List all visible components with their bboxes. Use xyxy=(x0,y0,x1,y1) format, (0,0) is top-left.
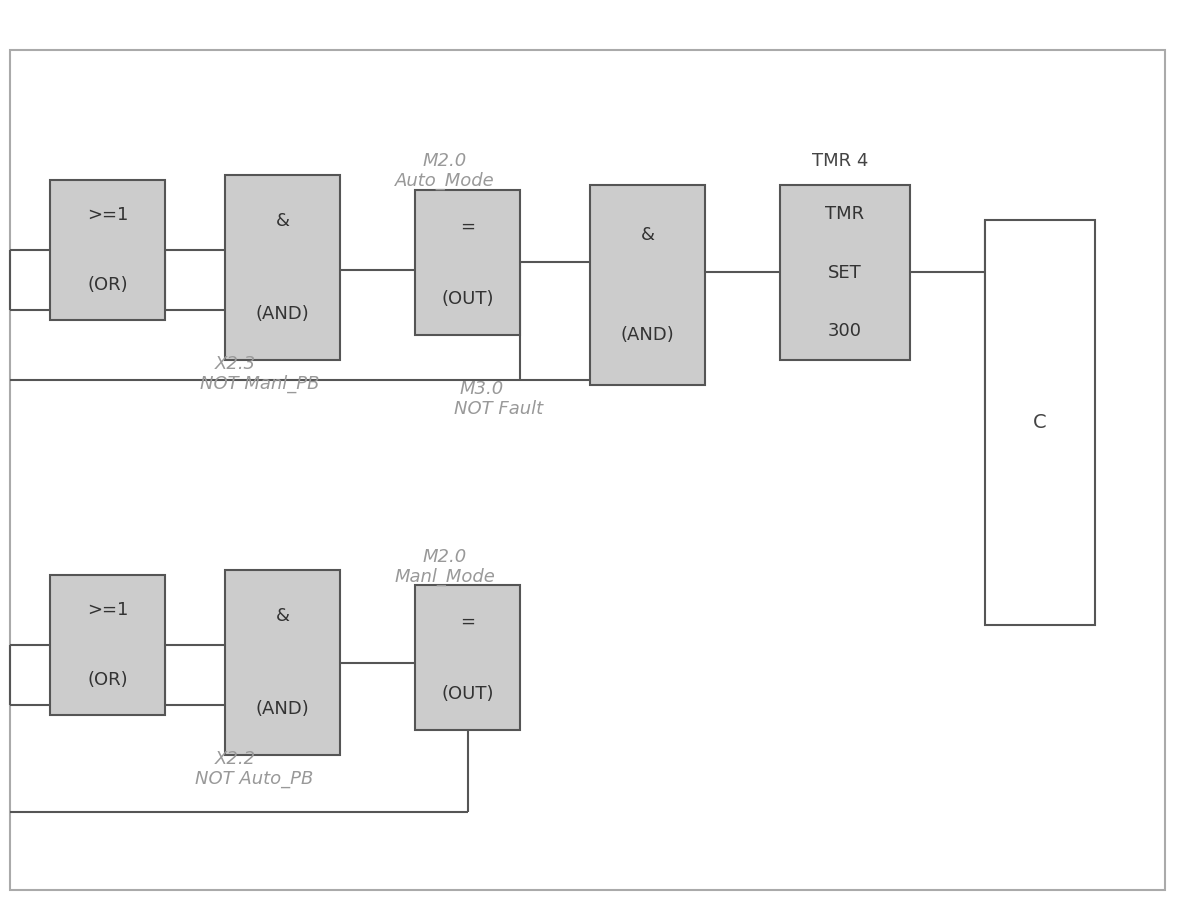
Text: (AND): (AND) xyxy=(256,305,310,323)
Bar xyxy=(985,220,1096,625)
Text: NOT Manl_PB: NOT Manl_PB xyxy=(200,374,319,393)
Text: M2.0: M2.0 xyxy=(422,548,467,566)
Text: &: & xyxy=(276,608,289,625)
Text: (OUT): (OUT) xyxy=(442,290,493,308)
Bar xyxy=(415,190,520,335)
Text: M2.0: M2.0 xyxy=(422,152,467,170)
Bar xyxy=(415,585,520,730)
Text: NOT Fault: NOT Fault xyxy=(454,400,544,418)
Text: X2.3: X2.3 xyxy=(215,355,256,373)
Text: TMR: TMR xyxy=(826,205,864,223)
Text: Auto_Mode: Auto_Mode xyxy=(395,172,494,190)
Text: &: & xyxy=(276,212,289,230)
Text: (OUT): (OUT) xyxy=(442,685,493,703)
Text: =: = xyxy=(460,612,475,630)
Bar xyxy=(50,180,166,320)
Text: >=1: >=1 xyxy=(86,601,128,619)
Text: =: = xyxy=(460,217,475,235)
Bar xyxy=(226,175,340,360)
Text: TMR 4: TMR 4 xyxy=(812,152,868,170)
Text: M3.0: M3.0 xyxy=(460,380,504,398)
Text: &: & xyxy=(641,226,654,244)
Text: NOT Auto_PB: NOT Auto_PB xyxy=(194,770,313,788)
Bar xyxy=(780,185,910,360)
Text: Manl_Mode: Manl_Mode xyxy=(395,568,496,586)
Bar xyxy=(50,575,166,715)
Text: (AND): (AND) xyxy=(620,326,674,344)
Text: >=1: >=1 xyxy=(86,206,128,224)
Text: 300: 300 xyxy=(828,322,862,340)
Text: X2.2: X2.2 xyxy=(215,750,256,768)
Text: C: C xyxy=(1033,412,1046,431)
Text: (OR): (OR) xyxy=(88,276,128,294)
Bar xyxy=(226,570,340,755)
Text: SET: SET xyxy=(828,264,862,282)
Text: (AND): (AND) xyxy=(256,700,310,718)
Bar xyxy=(590,185,706,385)
Text: (OR): (OR) xyxy=(88,671,128,689)
